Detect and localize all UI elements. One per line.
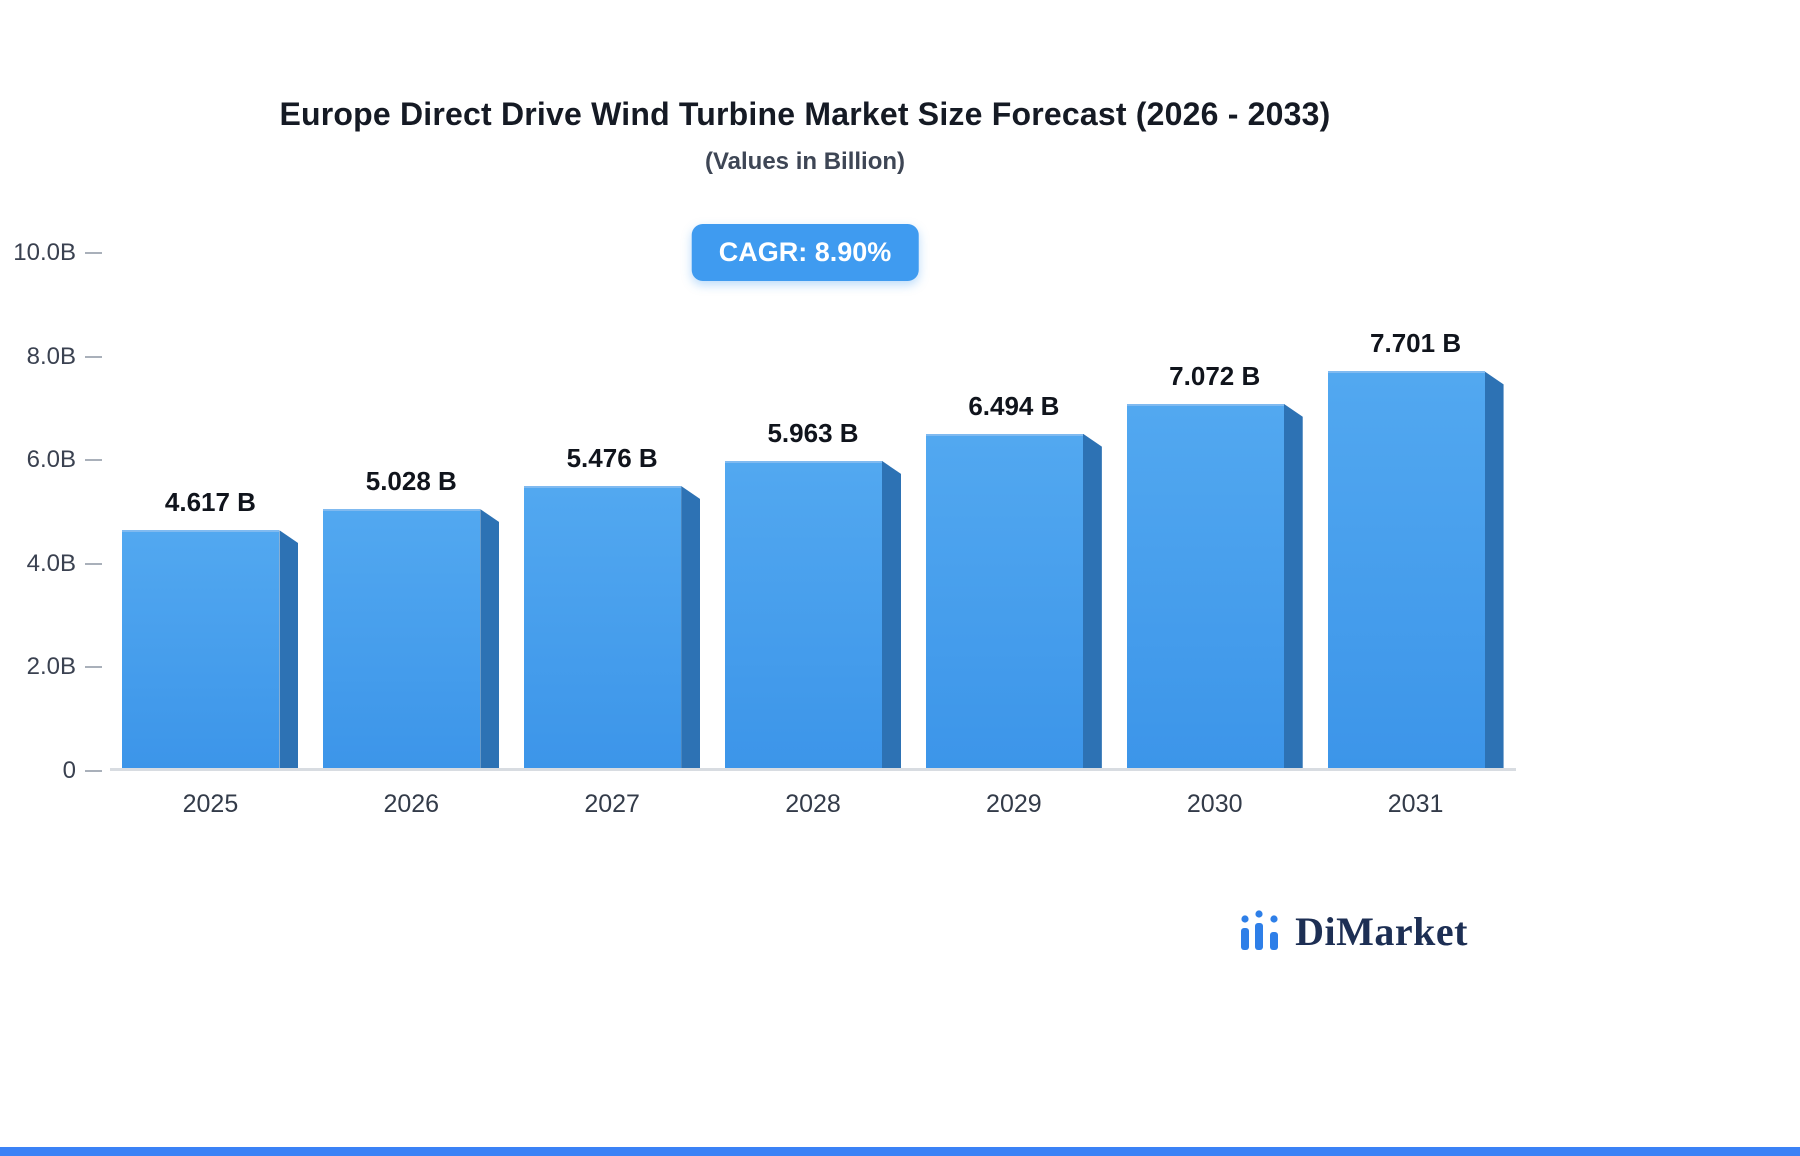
x-axis-label: 2027 (584, 790, 640, 818)
x-axis-label: 2028 (785, 790, 841, 818)
x-axis-label: 2030 (1186, 790, 1243, 818)
y-tick-label: 0 (62, 757, 76, 784)
chart-subtitle: (Values in Billion) (704, 148, 906, 175)
bar-slot-2030: 7.072 B 2030 (1114, 253, 1315, 818)
bar-slot-2027: 5.476 B 2027 (512, 253, 713, 818)
bar-chart-icon (1241, 910, 1279, 950)
bar-face (323, 509, 481, 768)
chart-title: Europe Direct Drive Wind Turbine Market … (279, 96, 1331, 132)
y-tick-label: 8.0B (26, 342, 76, 370)
bar-side-shadow (480, 509, 500, 768)
bar-face (925, 433, 1083, 768)
bar-face (122, 530, 280, 768)
y-tick-dash (85, 459, 102, 462)
bar-face (1126, 403, 1284, 768)
y-tick-dash (85, 770, 102, 772)
x-axis-label: 2029 (986, 790, 1042, 818)
bar-value-label: 5.963 B (767, 417, 859, 448)
y-axis: 10.0B 8.0B 6.0B 4.0B 2.0B 0 (0, 239, 104, 784)
bar-side-shadow (1082, 433, 1102, 768)
bar-side-shadow (882, 460, 901, 768)
bar-slot-2026: 5.028 B 2026 (311, 253, 512, 818)
bar-value-label: 7.701 B (1370, 328, 1462, 359)
bar-side-shadow (681, 486, 701, 768)
bar-value-label: 5.476 B (566, 443, 658, 473)
bar-slot-2029: 6.494 B 2029 (913, 253, 1114, 818)
bar-side-shadow (1484, 371, 1504, 768)
cagr-badge: CAGR: 8.90% (691, 224, 919, 281)
y-tick-label: 6.0B (26, 446, 76, 474)
brand-logo-text: DiMarket (1295, 909, 1468, 954)
bar-2025: 4.617 B (122, 487, 299, 768)
bar-slot-2031: 7.701 B 2031 (1315, 253, 1516, 818)
x-axis-label: 2025 (182, 790, 239, 818)
bar-2026: 5.028 B (323, 466, 500, 768)
bar-2031: 7.701 B (1327, 328, 1504, 768)
plot-area: 4.617 B 2025 5.028 B 2026 5.476 B 2027 5.963 B… (110, 253, 1516, 818)
bar-2027: 5.476 B (524, 443, 701, 768)
y-tick-label: 4.0B (26, 549, 76, 577)
bar-side-shadow (1283, 403, 1303, 768)
y-tick-label: 2.0B (26, 653, 76, 681)
y-tick-dash (85, 252, 102, 254)
bar-slot-2028: 5.963 B 2028 (713, 253, 914, 818)
bar-slot-2025: 4.617 B 2025 (110, 253, 311, 818)
x-axis-label: 2031 (1387, 790, 1444, 818)
x-axis-label: 2026 (383, 790, 440, 818)
bar-2028: 5.963 B (725, 418, 901, 768)
bar-value-label: 5.028 B (365, 466, 457, 497)
y-tick-dash (85, 666, 102, 669)
brand-logo: DiMarket (1237, 906, 1468, 952)
bar-value-label: 7.072 B (1169, 360, 1261, 391)
y-tick-dash (85, 355, 102, 358)
bar-value-label: 6.494 B (968, 390, 1060, 421)
y-tick-dash (85, 562, 102, 565)
bar-face (1327, 371, 1485, 768)
bar-value-label: 4.617 B (164, 487, 256, 518)
bar-2030: 7.072 B (1126, 361, 1303, 768)
accent-strip (0, 1147, 1800, 1156)
bar-face (524, 486, 682, 768)
bar-side-shadow (279, 530, 299, 768)
bar-2029: 6.494 B (925, 391, 1102, 768)
y-tick-label: 10.0B (13, 239, 76, 266)
bar-face (725, 460, 882, 768)
